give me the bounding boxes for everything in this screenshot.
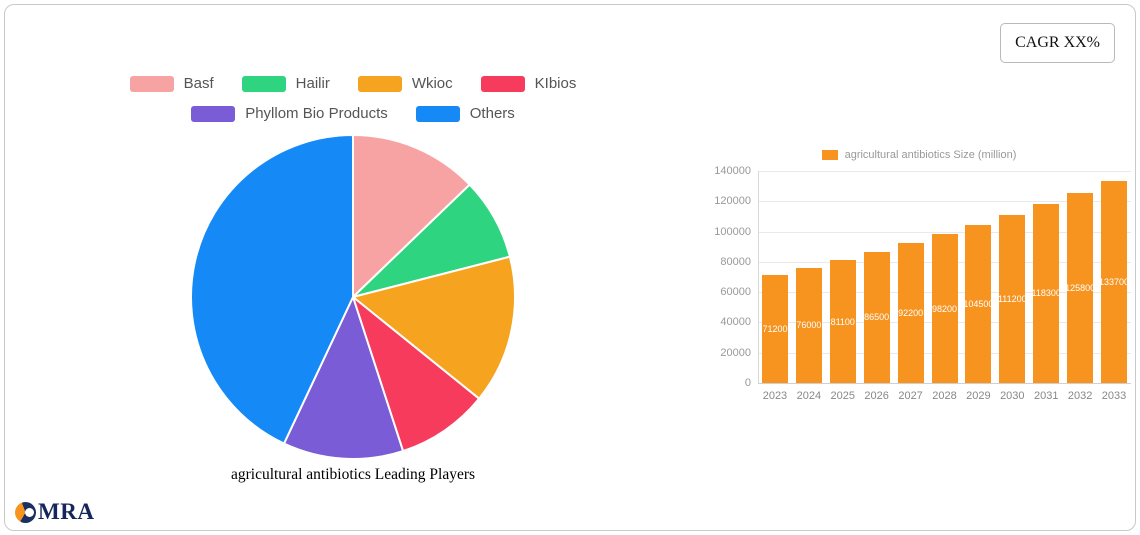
y-axis-tick-label: 20000 <box>720 346 751 359</box>
legend-swatch <box>241 75 286 92</box>
bar-legend-label: agricultural antibiotics Size (million) <box>844 149 1017 161</box>
bar-2031[interactable]: 118300 <box>1033 203 1060 383</box>
bar-2027[interactable]: 92200 <box>897 243 924 383</box>
pie-chart-section: Basf Hailir Wkioc KIbios Phyllom Bio Product… <box>63 75 643 484</box>
legend-label: Wkioc <box>411 75 453 92</box>
pie-slice-phyllom-bio-products[interactable] <box>282 294 405 460</box>
pie-slice-kibios[interactable] <box>351 294 481 453</box>
logo-text: MRA <box>38 499 95 524</box>
x-axis-tick-label: 2029 <box>966 390 991 402</box>
bar-legend-swatch <box>821 150 838 160</box>
legend-item-kibios[interactable]: KIbios <box>480 75 577 92</box>
bar-value-label: 92200 <box>898 308 924 319</box>
bar-value-label: 133700 <box>1101 276 1127 287</box>
legend-swatch <box>129 75 174 92</box>
y-axis-tick-label: 80000 <box>720 255 751 268</box>
bar-2026[interactable]: 86500 <box>863 252 890 383</box>
y-axis-tick-label: 0 <box>744 377 751 389</box>
x-axis-tick-label: 2024 <box>796 390 822 402</box>
cagr-badge-label: CAGR XX% <box>1015 34 1100 51</box>
pie-slice-basf[interactable] <box>352 133 472 300</box>
bar-value-label: 98200 <box>931 303 958 314</box>
x-axis-line <box>758 383 1131 384</box>
bar-2032[interactable]: 125800 <box>1067 192 1094 383</box>
gridline <box>758 201 1131 203</box>
legend-label: Basf <box>183 75 214 92</box>
bar-value-label: 81100 <box>830 316 855 327</box>
legend-swatch <box>480 75 525 92</box>
x-axis-tick-label: 2032 <box>1067 390 1093 402</box>
x-axis-tick-label: 2027 <box>898 390 923 402</box>
bar-2028[interactable]: 98200 <box>931 234 958 383</box>
x-axis-tick-label: 2026 <box>864 390 889 402</box>
bar-value-label: 104500 <box>965 298 991 309</box>
legend-label: Phyllom Bio Products <box>245 105 388 122</box>
cagr-badge[interactable]: CAGR XX% <box>1000 23 1115 63</box>
pie-legend: Basf Hailir Wkioc KIbios Phyllom Bio Product… <box>103 75 603 122</box>
legend-label: KIbios <box>534 75 577 92</box>
bar-chart-section: agricultural antibiotics Size (million) … <box>703 147 1135 402</box>
pie-slice-wkioc[interactable] <box>350 255 516 401</box>
bar-2023[interactable]: 71200 <box>761 275 788 383</box>
legend-item-others[interactable]: Others <box>415 105 515 122</box>
bar-value-label: 86500 <box>864 312 890 323</box>
bar-value-label: 111200 <box>999 293 1026 304</box>
legend-swatch <box>357 75 402 92</box>
y-axis-tick-label: 140000 <box>714 165 751 177</box>
bar-2030[interactable]: 111200 <box>999 214 1026 383</box>
logo: MRA <box>15 499 94 525</box>
y-axis-line <box>758 171 759 383</box>
bar-2025[interactable]: 81100 <box>829 260 856 383</box>
legend-swatch <box>191 105 236 122</box>
pie-chart <box>190 133 516 460</box>
pie-chart-title: agricultural antibiotics Leading Players <box>230 466 476 483</box>
gridline <box>758 231 1131 233</box>
legend-swatch <box>415 105 460 122</box>
pie-slice-others[interactable] <box>190 133 354 445</box>
bar-2024[interactable]: 76000 <box>795 267 822 383</box>
bar-chart: 0 20000 40000 60000 80000 100000 120000 140000 7… <box>703 165 1135 402</box>
legend-item-basf[interactable]: Basf <box>129 75 214 92</box>
legend-item-phyllom-bio-products[interactable]: Phyllom Bio Products <box>191 105 388 122</box>
gridline <box>758 171 1131 172</box>
bar-value-label: 125800 <box>1067 282 1093 293</box>
legend-item-hailir[interactable]: Hailir <box>241 75 330 92</box>
report-card: CAGR XX% Basf Hailir Wkioc KIbios Phyllom Bi… <box>4 4 1136 531</box>
legend-label: Others <box>469 105 515 122</box>
y-axis-tick-label: 120000 <box>714 195 751 208</box>
bar-2033[interactable]: 133700 <box>1101 180 1128 383</box>
y-axis-tick-label: 60000 <box>720 286 751 299</box>
x-axis-tick-label: 2023 <box>762 390 788 402</box>
bar-chart-legend[interactable]: agricultural antibiotics Size (million) <box>703 147 1135 163</box>
legend-label: Hailir <box>295 75 330 92</box>
bar-2029[interactable]: 104500 <box>965 224 992 383</box>
legend-item-wkioc[interactable]: Wkioc <box>357 75 453 92</box>
bar-value-label: 118300 <box>1033 288 1059 299</box>
bar-value-label: 71200 <box>762 324 788 335</box>
y-axis-tick-label: 40000 <box>720 316 751 329</box>
x-axis-tick-label: 2033 <box>1101 390 1127 402</box>
x-axis-tick-label: 2028 <box>932 390 957 402</box>
x-axis-tick-label: 2031 <box>1033 390 1059 402</box>
bar-value-label: 76000 <box>796 320 822 331</box>
x-axis-tick-label: 2025 <box>830 390 855 402</box>
x-axis-tick-label: 2030 <box>1000 390 1025 402</box>
y-axis-tick-label: 100000 <box>714 225 751 238</box>
logo-icon <box>15 501 36 523</box>
